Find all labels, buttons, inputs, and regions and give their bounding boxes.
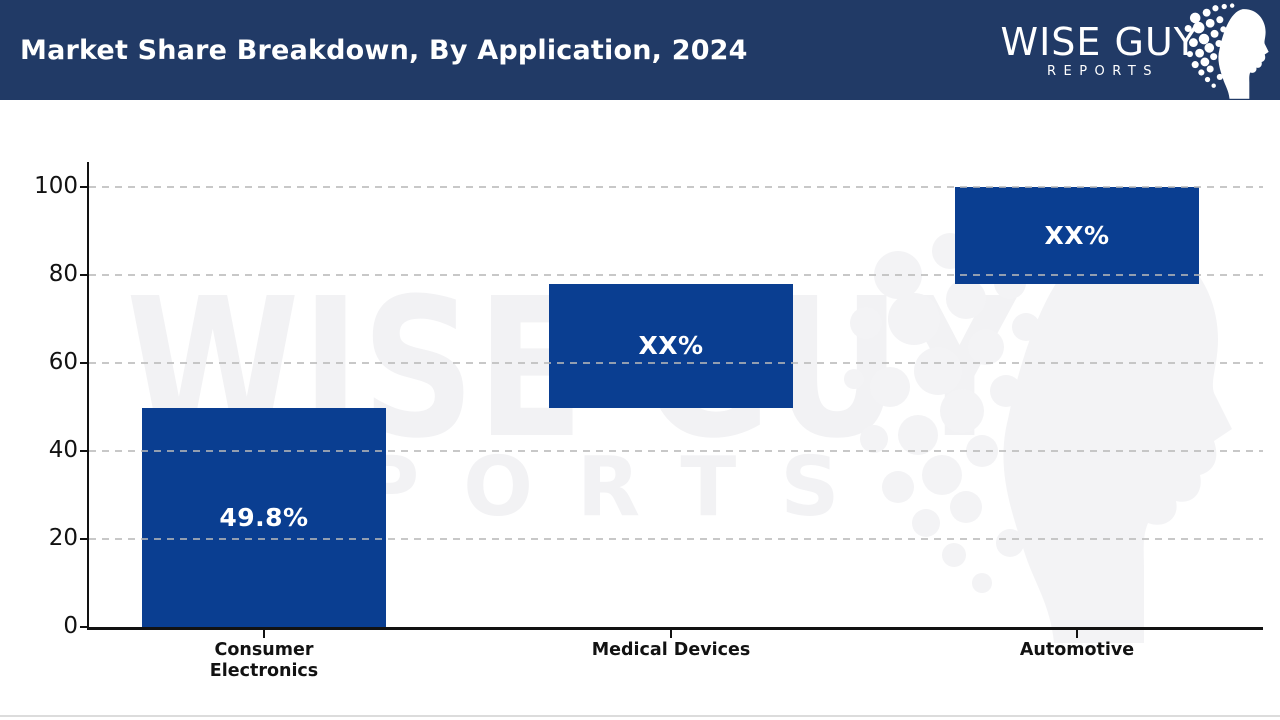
x-tick-consumer-electronics	[263, 630, 265, 638]
x-axis-line	[87, 627, 1263, 630]
x-tick-medical-devices	[670, 630, 672, 638]
logo-tagline: REPORTS	[1046, 63, 1160, 79]
bar-value-label: 49.8%	[219, 502, 309, 532]
gridline-80	[89, 274, 1263, 276]
y-tick-label-60: 60	[48, 349, 78, 375]
y-tick-label-40: 40	[48, 437, 78, 463]
y-tick-40	[80, 450, 88, 452]
bar-value-label: XX%	[638, 331, 704, 361]
y-tick-60	[80, 362, 88, 364]
bar-medical-devices: XX%	[549, 283, 793, 408]
x-axis-label-medical-devices: Medical Devices	[591, 640, 751, 660]
gridline-40	[89, 450, 1263, 452]
logo-text: WISE GUY REPORTS	[1001, 22, 1198, 79]
y-axis-line	[87, 162, 89, 629]
bar-value-label: XX%	[1044, 220, 1110, 250]
gridline-20	[89, 538, 1263, 540]
x-tick-automotive	[1076, 630, 1078, 638]
bar-consumer-electronics: 49.8%	[142, 407, 386, 627]
bar-automotive: XX%	[955, 187, 1199, 284]
y-tick-100	[80, 186, 88, 188]
x-axis-label-automotive: Automotive	[1019, 640, 1135, 660]
bottom-border	[0, 715, 1280, 717]
y-tick-label-80: 80	[48, 261, 78, 287]
gridline-60	[89, 362, 1263, 364]
gridline-100	[89, 186, 1263, 188]
x-axis-label-consumer-electronics: Consumer Electronics	[209, 640, 319, 681]
wiseguy-logo: WISE GUY REPORTS	[1001, 2, 1270, 99]
header: Market Share Breakdown, By Application, …	[0, 0, 1280, 100]
y-tick-0	[80, 626, 88, 628]
logo-wordmark: WISE GUY	[1000, 19, 1198, 64]
page-title: Market Share Breakdown, By Application, …	[20, 34, 748, 66]
y-tick-label-20: 20	[48, 525, 78, 551]
y-tick-label-100: 100	[34, 173, 78, 199]
y-tick-80	[80, 274, 88, 276]
y-tick-20	[80, 538, 88, 540]
y-tick-label-0: 0	[63, 613, 78, 639]
